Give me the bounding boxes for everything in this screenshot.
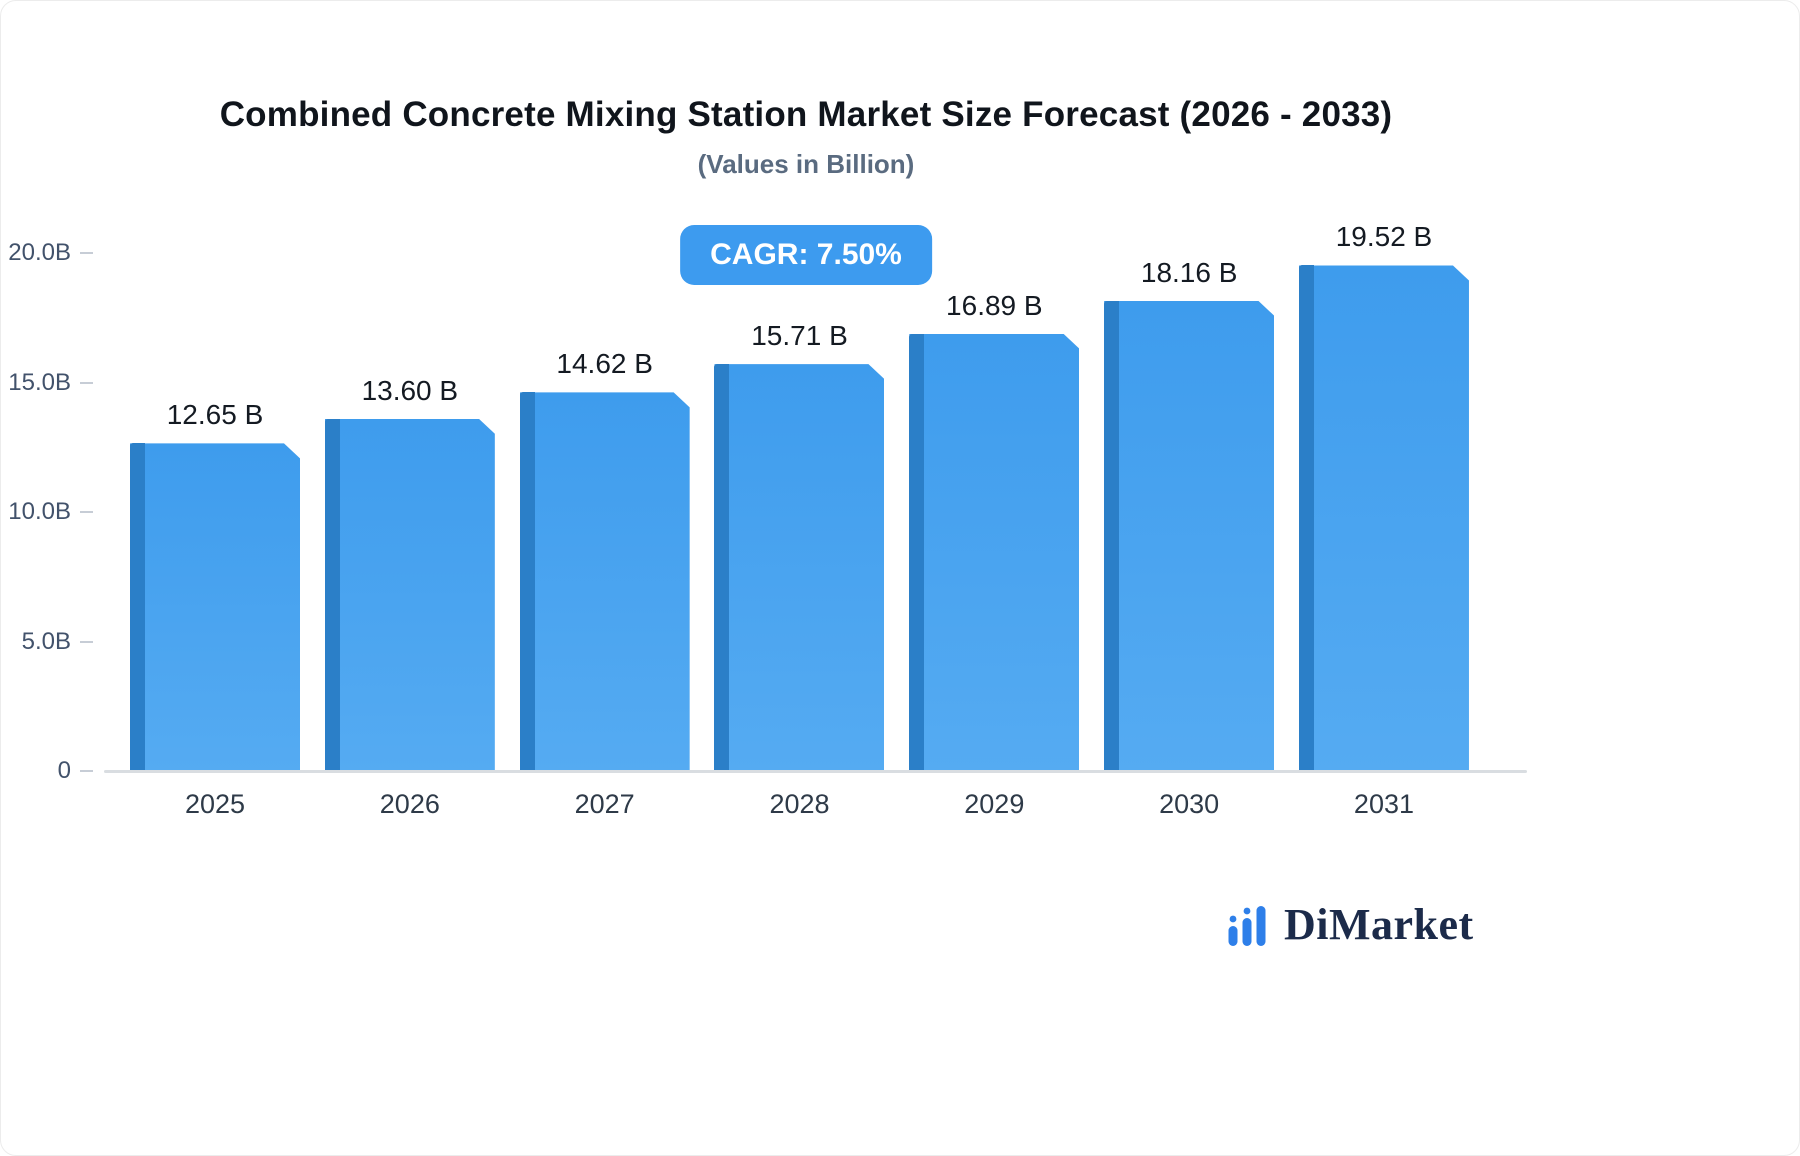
bar-front-face [325, 419, 495, 771]
bar-slot: 13.60 B 2026 [324, 253, 495, 819]
y-tick-mark [80, 770, 93, 772]
x-tick-label: 2026 [379, 789, 440, 819]
y-axis: 20.0B 15.0B 10.0B 5.0B 0 [1, 239, 93, 784]
y-tick-mark [80, 381, 93, 384]
dimarket-logo-text: DiMarket [1284, 900, 1474, 949]
y-tick: 20.0B [8, 239, 93, 267]
bar-value-label: 13.60 B [361, 374, 459, 406]
x-tick-label: 2028 [769, 789, 830, 819]
y-tick-label: 10.0B [8, 498, 71, 525]
bar-side-face [130, 443, 145, 771]
cagr-badge: CAGR: 7.50% [680, 225, 932, 285]
x-tick-label: 2029 [964, 789, 1025, 819]
bar-side-face [1298, 265, 1314, 771]
bar: 18.16 B [1104, 257, 1274, 771]
dimarket-logo: DiMarket [1226, 899, 1474, 950]
bar-front-face [520, 392, 690, 771]
bar-side-face [714, 364, 730, 771]
x-axis-line [104, 770, 1527, 773]
bar: 13.60 B [324, 375, 495, 771]
bar-value-label: 12.65 B [166, 399, 264, 431]
y-tick-label: 5.0B [21, 627, 71, 655]
bar: 19.52 B [1298, 221, 1469, 771]
bar-value-label: 14.62 B [556, 348, 653, 380]
bar-value-label: 15.71 B [751, 320, 848, 352]
chart-title: Combined Concrete Mixing Station Market … [219, 95, 1393, 134]
y-tick: 15.0B [8, 369, 93, 397]
x-tick-label: 2030 [1159, 789, 1220, 819]
y-tick-mark [80, 252, 93, 254]
x-tick-label: 2031 [1353, 789, 1414, 819]
bar-slot: 12.65 B 2025 [130, 253, 300, 819]
bar: 14.62 B [519, 348, 690, 771]
bar-slot: 15.71 B 2028 [714, 253, 884, 819]
chart-subtitle: (Values in Billion) [697, 149, 915, 179]
bar-slot: 18.16 B 2030 [1104, 253, 1274, 819]
bar-front-face [714, 364, 884, 771]
y-tick-mark [80, 640, 93, 643]
bar-slot: 16.89 B 2029 [909, 253, 1079, 819]
bar-chart-icon [1226, 902, 1272, 948]
y-tick-mark [80, 511, 93, 513]
plot-area: 12.65 B 2025 13.60 B 2026 14.62 B 2027 15.71 B… [106, 221, 1521, 819]
plot-region: 20.0B 15.0B 10.0B 5.0B 0 12.65 B 2025 13.60 B 2… [8, 221, 1527, 819]
bar-side-face [1104, 300, 1120, 771]
bar-side-face [324, 418, 340, 771]
bar-value-label: 19.52 B [1335, 221, 1433, 253]
bar-value-label: 18.16 B [1140, 256, 1238, 288]
y-tick: 5.0B [22, 628, 93, 656]
y-tick-label: 15.0B [8, 368, 71, 396]
y-tick: 0 [58, 757, 93, 785]
bar-front-face [130, 443, 300, 771]
bar-slot: 19.52 B 2031 [1298, 221, 1469, 819]
bar-side-face [519, 392, 535, 771]
bar-front-face [909, 334, 1079, 771]
bar-slot: 14.62 B 2027 [519, 253, 690, 819]
x-tick-label: 2027 [574, 789, 635, 819]
y-tick-label: 20.0B [8, 239, 71, 266]
bar-side-face [909, 333, 925, 771]
bar: 15.71 B [714, 320, 884, 771]
y-tick: 10.0B [8, 498, 93, 526]
x-tick-label: 2025 [184, 789, 246, 819]
bar-front-face [1299, 265, 1469, 771]
y-tick-label: 0 [57, 757, 71, 784]
bar-front-face [1104, 301, 1274, 771]
bar-value-label: 16.89 B [946, 289, 1043, 321]
bar: 12.65 B [130, 399, 300, 771]
bar: 16.89 B [909, 290, 1079, 771]
